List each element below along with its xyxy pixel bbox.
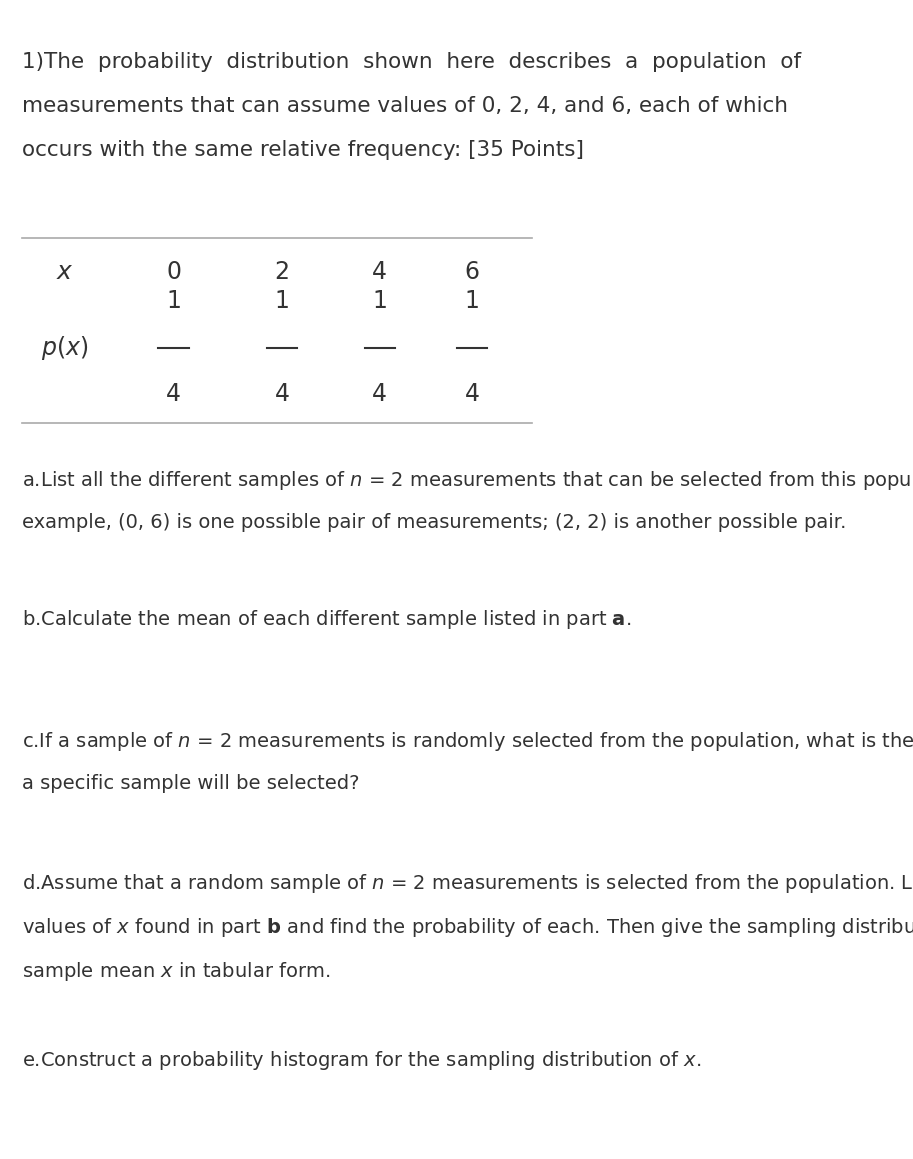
Text: 1)The  probability  distribution  shown  here  describes  a  population  of: 1)The probability distribution shown her… (22, 52, 801, 72)
Text: 4: 4 (166, 382, 181, 407)
Text: $p(x)$: $p(x)$ (41, 334, 89, 362)
Text: a specific sample will be selected?: a specific sample will be selected? (22, 774, 359, 793)
Text: b.Calculate the mean of each different sample listed in part $\mathbf{a}$.: b.Calculate the mean of each different s… (22, 608, 631, 632)
Text: $x$: $x$ (57, 261, 74, 284)
Text: 4: 4 (373, 261, 387, 284)
Text: 6: 6 (465, 261, 479, 284)
Text: 1: 1 (373, 289, 387, 313)
Text: sample mean $x$ in tabular form.: sample mean $x$ in tabular form. (22, 960, 330, 983)
Text: a.List all the different samples of $n$ = 2 measurements that can be selected fr: a.List all the different samples of $n$ … (22, 469, 913, 493)
Text: 0: 0 (166, 261, 181, 284)
Text: example, (0, 6) is one possible pair of measurements; (2, 2) is another possible: example, (0, 6) is one possible pair of … (22, 513, 846, 532)
Text: measurements that can assume values of 0, 2, 4, and 6, each of which: measurements that can assume values of 0… (22, 96, 788, 116)
Text: 4: 4 (465, 382, 479, 407)
Text: d.Assume that a random sample of $n$ = 2 measurements is selected from the popul: d.Assume that a random sample of $n$ = 2… (22, 872, 913, 895)
Text: 4: 4 (275, 382, 289, 407)
Text: c.If a sample of $n$ = 2 measurements is randomly selected from the population, : c.If a sample of $n$ = 2 measurements is… (22, 730, 913, 753)
Text: 1: 1 (166, 289, 181, 313)
Text: 4: 4 (373, 382, 387, 407)
Text: e.Construct a probability histogram for the sampling distribution of $x$.: e.Construct a probability histogram for … (22, 1049, 701, 1072)
Text: occurs with the same relative frequency: [35 Points]: occurs with the same relative frequency:… (22, 140, 583, 160)
Text: 1: 1 (465, 289, 479, 313)
Text: 1: 1 (275, 289, 289, 313)
Text: values of $x$ found in part $\mathbf{b}$ and find the probability of each. Then : values of $x$ found in part $\mathbf{b}$… (22, 916, 913, 939)
Text: 2: 2 (275, 261, 289, 284)
